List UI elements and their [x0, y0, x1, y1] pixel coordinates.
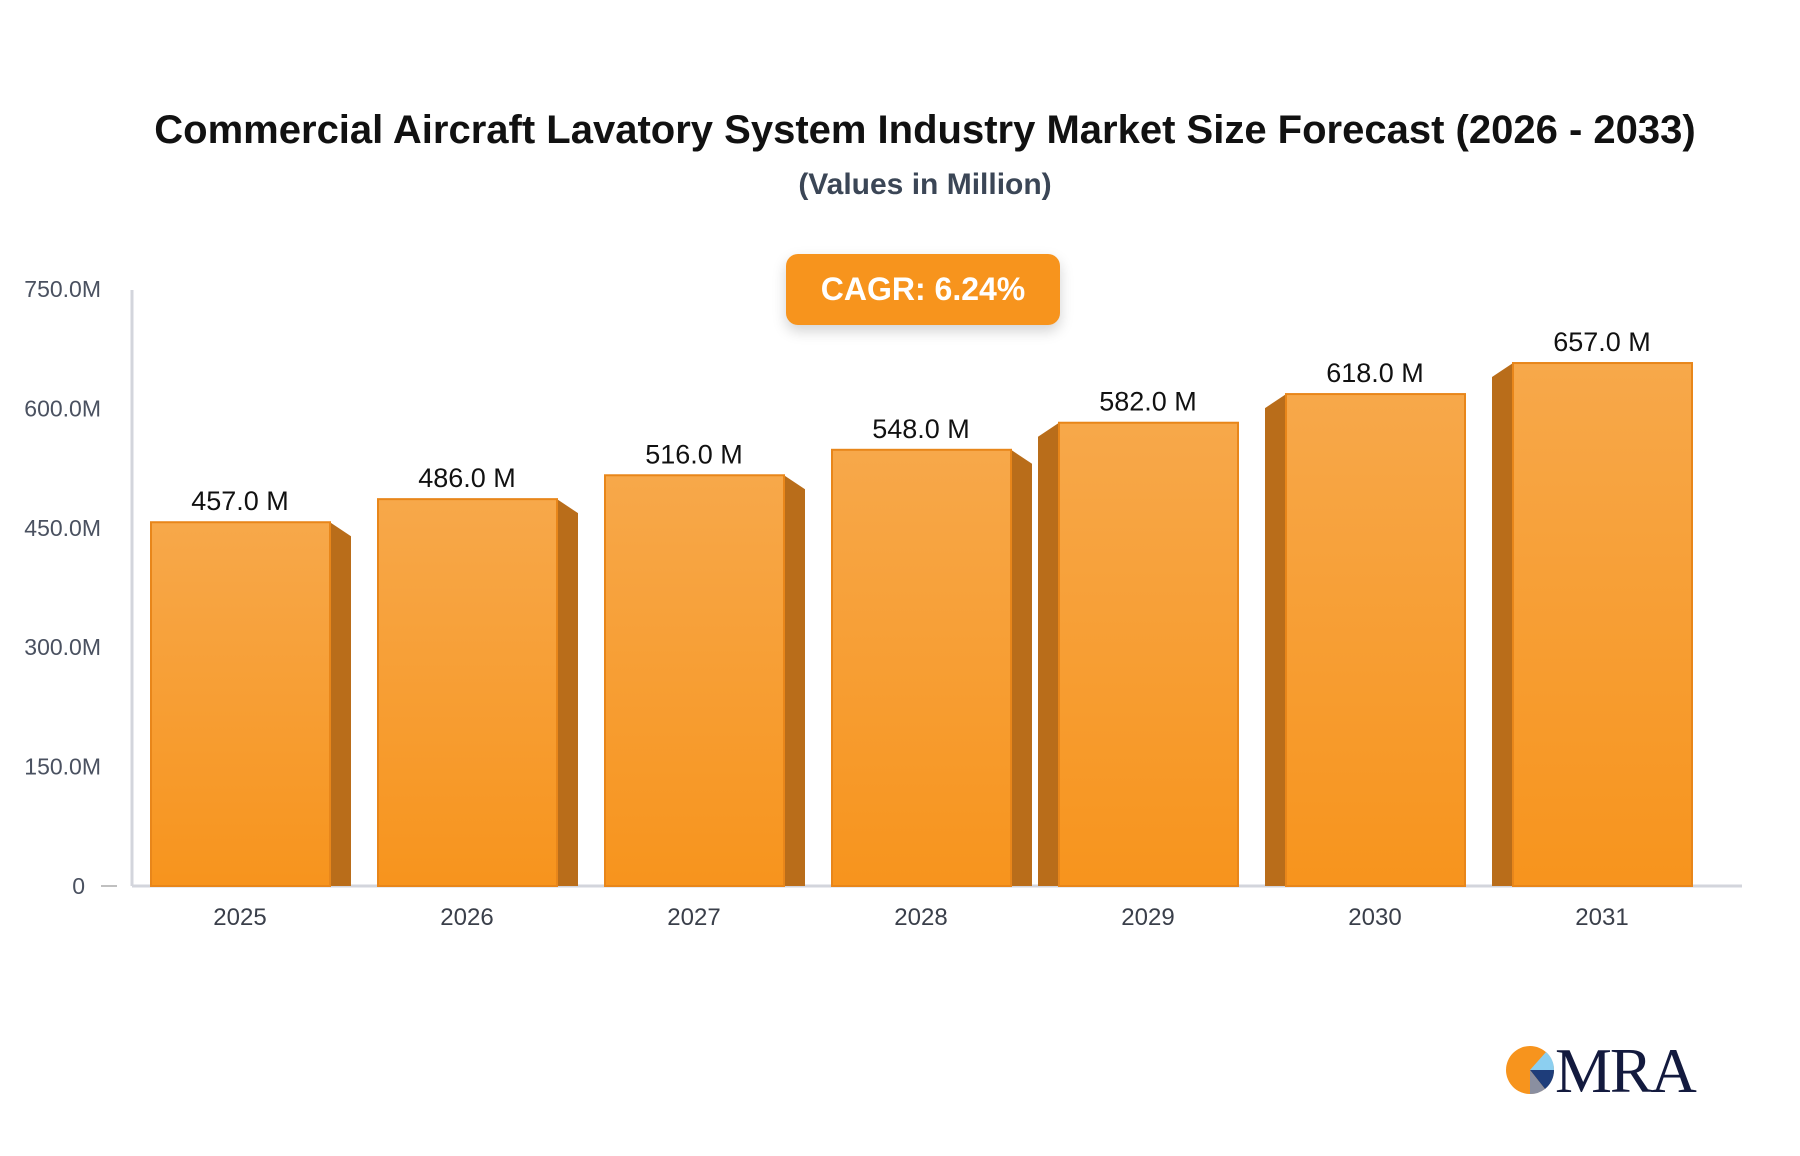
bar-side [1011, 449, 1032, 886]
y-tick-label: 150.0M [24, 754, 101, 780]
data-label: 618.0 M [1326, 358, 1424, 388]
bar [1285, 393, 1466, 887]
x-tick-label: 2028 [894, 904, 947, 931]
bar [150, 521, 331, 888]
cagr-badge: CAGR: 6.24% [786, 254, 1060, 325]
y-tick-label: 300.0M [24, 634, 101, 660]
bar [604, 474, 785, 887]
bar-side [330, 522, 351, 886]
x-tick-label: 2026 [440, 904, 493, 931]
chart-title: Commercial Aircraft Lavatory System Indu… [154, 108, 1696, 152]
data-label: 516.0 M [645, 439, 743, 469]
y-tick-label: 450.0M [24, 515, 101, 541]
bar-2026: 486.0 M [377, 463, 578, 887]
data-label: 657.0 M [1553, 327, 1651, 357]
chart-subtitle: (Values in Million) [798, 168, 1052, 201]
x-tick-label: 2031 [1575, 904, 1628, 931]
bar-2031: 657.0 M [1492, 327, 1693, 887]
bar-side [1038, 422, 1059, 886]
bar-2030: 618.0 M [1265, 358, 1466, 887]
bar-2025: 457.0 M [150, 486, 351, 888]
data-label: 582.0 M [1099, 387, 1197, 417]
bar-side [1265, 394, 1286, 886]
y-tick-label: 750.0M [24, 276, 101, 302]
bar-2029: 582.0 M [1038, 387, 1239, 887]
pie-logo-icon [1506, 1046, 1555, 1095]
data-label: 548.0 M [872, 414, 970, 444]
bar-side [1492, 363, 1513, 886]
bar-side [557, 499, 578, 886]
x-tick-label: 2027 [667, 904, 720, 931]
logo-text: MRA [1555, 1035, 1697, 1106]
bar [377, 498, 558, 887]
data-label: 457.0 M [191, 486, 289, 516]
x-tick-label: 2029 [1121, 904, 1174, 931]
mra-logo: MRA [1505, 1035, 1697, 1106]
data-label: 486.0 M [418, 463, 516, 493]
bar [831, 448, 1012, 887]
y-tick-label: 0 [72, 873, 85, 899]
bar-2027: 516.0 M [604, 439, 805, 887]
bar [1512, 362, 1693, 887]
bar-2028: 548.0 M [831, 414, 1032, 887]
x-tick-label: 2025 [213, 904, 266, 931]
bar [1058, 421, 1239, 887]
x-tick-label: 2030 [1348, 904, 1401, 931]
y-tick-label: 600.0M [24, 395, 101, 421]
bar-side [784, 475, 805, 886]
